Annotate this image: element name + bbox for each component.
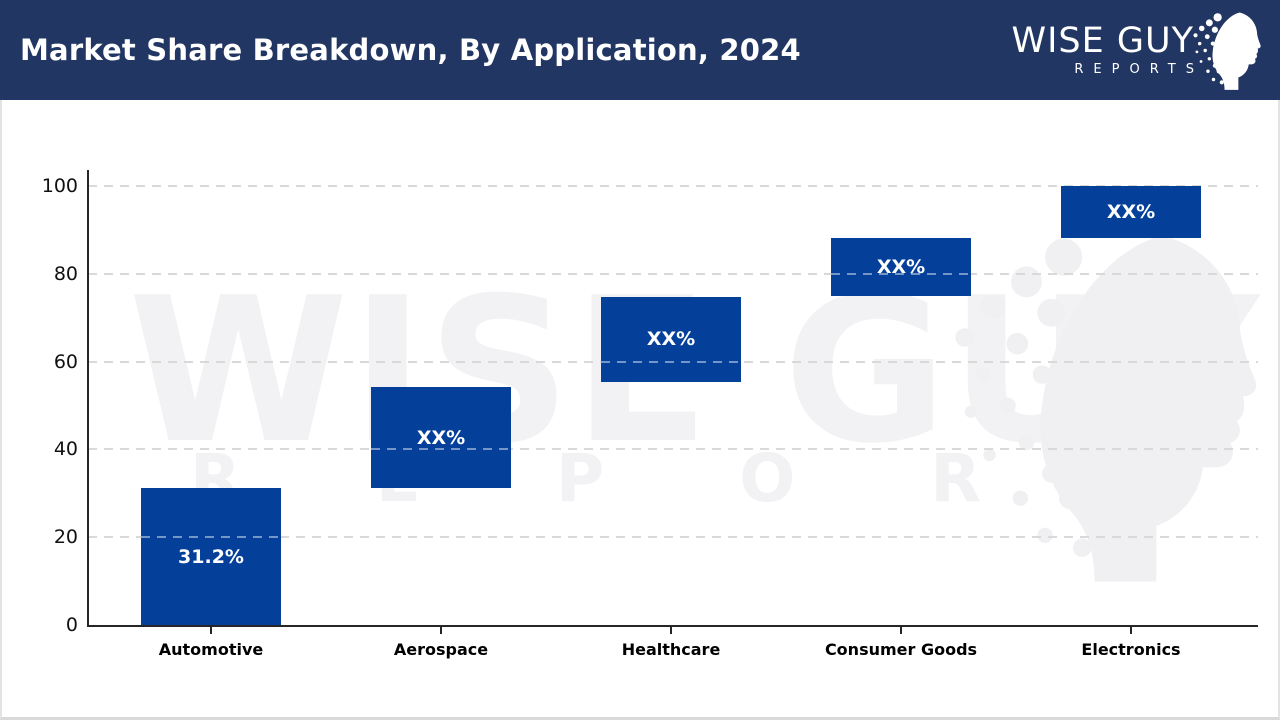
bar-value-label: XX% xyxy=(646,328,696,351)
bar-electronics: XX% xyxy=(1061,186,1201,238)
logo-wordmark: WISE GUY xyxy=(1011,21,1194,61)
bar-value-label: XX% xyxy=(1106,200,1156,223)
y-axis-tick-label: 60 xyxy=(53,350,78,373)
bar-consumer-goods: XX% xyxy=(831,237,971,297)
x-axis-category-label: Automotive xyxy=(158,640,264,659)
y-axis-tick-label: 0 xyxy=(65,614,78,636)
bar-value-label: XX% xyxy=(416,426,466,449)
gridline-y80 xyxy=(88,272,1258,275)
x-axis-tick xyxy=(900,627,902,634)
gridline-y100 xyxy=(88,185,1258,187)
bar-value-label: XX% xyxy=(876,255,926,278)
y-axis-line xyxy=(87,170,89,627)
x-axis-category-label: Consumer Goods xyxy=(824,640,978,659)
logo-subtitle: REPORTS xyxy=(1074,62,1204,77)
wiseguy-face-icon xyxy=(1193,12,1261,90)
x-axis-tick xyxy=(1130,627,1132,634)
bar-value-label: 31.2% xyxy=(178,545,244,568)
x-axis-category-label: Aerospace xyxy=(393,640,489,659)
x-axis-tick xyxy=(670,627,672,634)
gridline-y40 xyxy=(88,448,1258,451)
x-axis-line xyxy=(87,625,1258,627)
x-axis-tick xyxy=(210,627,212,634)
bar-automotive: 31.2% xyxy=(141,488,281,625)
wiseguy-logo: WISE GUY REPORTS xyxy=(1011,9,1266,92)
gridline-over-bar xyxy=(831,272,971,275)
x-axis-category-label: Healthcare xyxy=(621,640,721,659)
gridline-over-bar xyxy=(371,448,511,451)
watermark-face-icon xyxy=(955,235,1257,582)
y-axis-tick-label: 40 xyxy=(53,438,78,461)
y-axis-tick-label: 20 xyxy=(53,526,78,549)
header: Market Share Breakdown, By Application, … xyxy=(0,0,1280,100)
gridline-y20 xyxy=(88,536,1258,539)
gridline-over-bar xyxy=(141,536,281,539)
logo-text: WISE GUY REPORTS xyxy=(1011,21,1194,77)
bar-aerospace: XX% xyxy=(371,387,511,489)
page-title: Market Share Breakdown, By Application, … xyxy=(20,33,801,67)
gridline-over-bar xyxy=(601,360,741,363)
x-axis-tick xyxy=(440,627,442,634)
y-axis-tick-label: 100 xyxy=(41,175,78,197)
x-axis-category-label: Electronics xyxy=(1081,640,1181,659)
y-axis-tick-label: 80 xyxy=(53,262,78,285)
bar-healthcare: XX% xyxy=(601,297,741,382)
